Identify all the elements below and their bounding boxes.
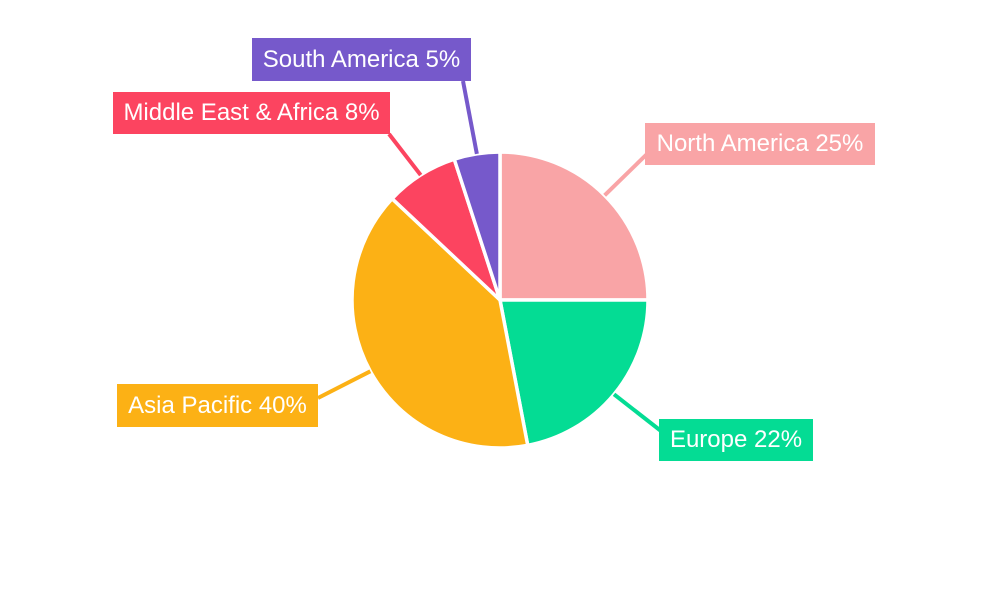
pie-slice-asia-pacific[interactable] bbox=[350, 196, 530, 450]
pie-slice-europe[interactable] bbox=[498, 298, 650, 448]
pie-slice-south-america[interactable] bbox=[452, 150, 502, 302]
slice-label-asia-pacific: Asia Pacific 40% bbox=[117, 384, 318, 427]
slice-label-middle-east-africa: Middle East & Africa 8% bbox=[113, 92, 390, 134]
leader-line-asia-pacific bbox=[317, 369, 372, 400]
slice-label-south-america: South America 5% bbox=[252, 38, 471, 81]
leader-line-middle-east-africa bbox=[387, 132, 423, 177]
pie-slice-north-america[interactable] bbox=[498, 150, 650, 302]
slice-label-north-america: North America 25% bbox=[645, 123, 875, 165]
leader-line-europe bbox=[612, 392, 663, 433]
leader-line-north-america bbox=[603, 152, 649, 197]
slice-label-europe: Europe 22% bbox=[659, 419, 813, 461]
leader-line-south-america bbox=[461, 80, 479, 155]
